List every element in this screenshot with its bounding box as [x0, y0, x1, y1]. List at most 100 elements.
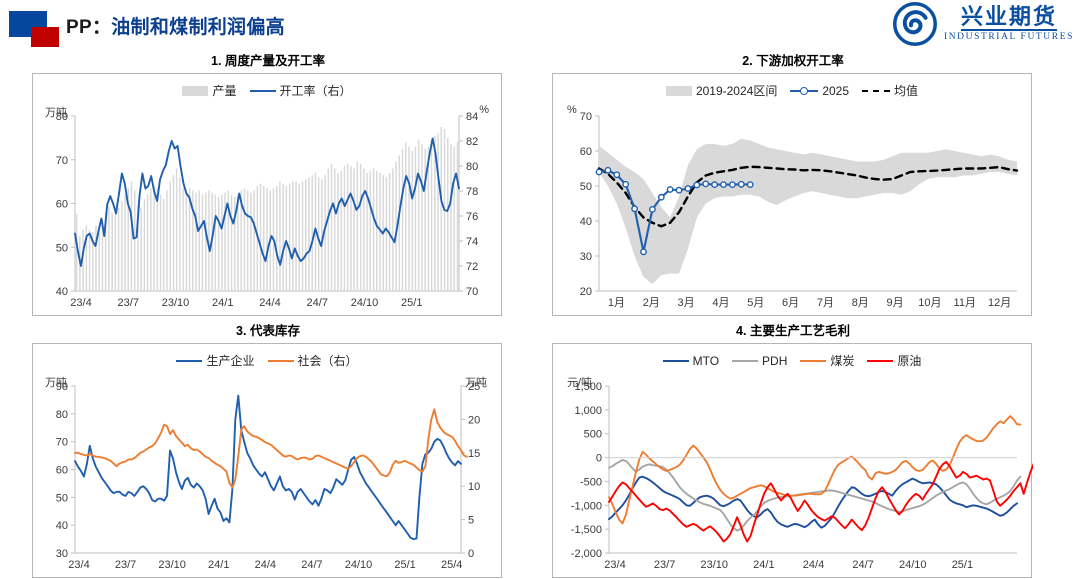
legend-label-producer: 生产企业 [206, 354, 255, 368]
svg-text:74: 74 [466, 236, 478, 248]
chart-title-2: 2. 下游加权开工率 [742, 54, 844, 68]
svg-text:23/4: 23/4 [70, 297, 91, 309]
svg-text:24/7: 24/7 [301, 559, 322, 571]
chart3-left-unit: 万吨 [45, 377, 67, 389]
svg-text:76: 76 [466, 211, 478, 223]
legend-label-crude: 原油 [897, 354, 922, 368]
legend-item-mean: 均值 [862, 82, 918, 99]
svg-text:4月: 4月 [712, 297, 729, 309]
svg-text:24/4: 24/4 [255, 559, 276, 571]
svg-text:30: 30 [580, 251, 592, 263]
svg-text:25: 25 [468, 381, 480, 393]
legend-label-social: 社会（右） [297, 354, 358, 368]
svg-text:20: 20 [468, 414, 480, 426]
svg-text:60: 60 [56, 199, 68, 211]
legend-swatch-mto-icon [662, 359, 689, 362]
legend-label-2025: 2025 [822, 83, 850, 98]
svg-text:11月: 11月 [954, 297, 976, 309]
svg-text:72: 72 [466, 261, 478, 273]
svg-text:25/4: 25/4 [441, 559, 462, 571]
svg-text:24/1: 24/1 [753, 559, 774, 571]
svg-text:40: 40 [56, 286, 68, 298]
chart-box-4: MTO PDH 煤炭 原油 元/吨 1,500 1,000 500 0 -500 -1,0… [552, 343, 1033, 578]
legend-swatch-range-icon [665, 85, 692, 96]
legend-label-mean: 均值 [894, 84, 919, 98]
chart-panel-3: 3. 代表库存 生产企业 社会（右） 万吨 万吨 90 80 70 60 50 40 30 2… [32, 320, 504, 578]
svg-text:0: 0 [468, 548, 474, 560]
svg-text:24/10: 24/10 [351, 297, 379, 309]
legend-label-mto: MTO [692, 353, 720, 368]
legend-item-coal: 煤炭 [800, 352, 854, 369]
svg-text:82: 82 [466, 136, 478, 148]
legend-item-2025: 2025 [790, 84, 849, 98]
svg-text:-1,000: -1,000 [571, 500, 602, 512]
svg-text:9月: 9月 [887, 297, 904, 309]
brand-name-cn: 兴业期货 [960, 3, 1057, 31]
chart1-right-unit: % [479, 104, 489, 116]
legend-item-mto: MTO [662, 353, 720, 368]
svg-text:25/1: 25/1 [952, 559, 973, 571]
svg-text:80: 80 [56, 111, 68, 123]
chart2-left-unit: % [567, 104, 577, 116]
chart1-left-unit: 万吨 [45, 107, 67, 119]
chart3-right-unit: 万吨 [465, 377, 487, 389]
svg-text:-1,500: -1,500 [571, 524, 602, 536]
svg-text:24/10: 24/10 [899, 559, 927, 571]
chart-box-1: 产量 开工率（右） 万吨 % 80 70 60 50 40 84 82 80 78 76 74 72 7… [32, 73, 502, 316]
legend-item-producer: 生产企业 [176, 352, 255, 369]
chart-panel-2: 2. 下游加权开工率 2019-2024区间 2025 均值 % 70 60 50 4… [552, 50, 1034, 316]
legend-item-crude: 原油 [867, 352, 921, 369]
legend-label-coal: 煤炭 [830, 354, 855, 368]
page-title-prefix: PP： [66, 17, 112, 38]
svg-text:24/1: 24/1 [208, 559, 229, 571]
chart-legend-2: 2019-2024区间 2025 均值 [553, 82, 1031, 99]
svg-text:40: 40 [580, 216, 592, 228]
chart-box-3: 生产企业 社会（右） 万吨 万吨 90 80 70 60 50 40 30 25 20 15 10 5… [32, 343, 502, 578]
svg-text:5月: 5月 [747, 297, 764, 309]
svg-text:1月: 1月 [608, 297, 625, 309]
svg-text:70: 70 [56, 437, 68, 449]
legend-swatch-producer-icon [176, 359, 203, 362]
svg-text:24/7: 24/7 [852, 559, 873, 571]
chart-panel-1: 1. 周度产量及开工率 产量 开工率（右） 万吨 % 80 70 60 50 40 84 8… [32, 50, 504, 316]
svg-text:84: 84 [466, 111, 478, 123]
legend-label-range: 2019-2024区间 [695, 84, 778, 98]
chart-legend-1: 产量 开工率（右） [33, 82, 501, 99]
chart4-left-unit: 元/吨 [567, 377, 593, 389]
svg-text:23/10: 23/10 [162, 297, 190, 309]
svg-text:10: 10 [468, 481, 480, 493]
svg-text:23/7: 23/7 [118, 297, 139, 309]
legend-swatch-coal-icon [800, 359, 827, 362]
svg-text:6月: 6月 [782, 297, 799, 309]
legend-item-social: 社会（右） [267, 352, 358, 369]
chart-title-4: 4. 主要生产工艺毛利 [736, 324, 850, 338]
svg-text:70: 70 [56, 155, 68, 167]
svg-text:1,000: 1,000 [574, 405, 602, 417]
page-header: PP：油制和煤制利润偏高 兴业期货 INDUSTRIAL FUTURES [0, 0, 1080, 48]
svg-text:60: 60 [580, 146, 592, 158]
legend-label-output: 产量 [212, 84, 237, 98]
svg-text:-2,000: -2,000 [571, 548, 602, 560]
svg-text:80: 80 [56, 409, 68, 421]
svg-text:50: 50 [56, 242, 68, 254]
legend-swatch-social-icon [267, 359, 294, 362]
svg-text:15: 15 [468, 448, 480, 460]
chart-legend-3: 生产企业 社会（右） [33, 352, 501, 369]
svg-text:23/10: 23/10 [158, 559, 186, 571]
svg-text:2月: 2月 [643, 297, 660, 309]
svg-text:8月: 8月 [852, 297, 869, 309]
chart1-plot: 80 70 60 50 40 84 82 80 78 76 74 72 70 23/4 23/7 23/10 2… [56, 111, 479, 309]
brand-text: 兴业期货 INDUSTRIAL FUTURES [944, 3, 1074, 43]
page-title-main: 油制和煤制利润偏高 [111, 17, 285, 38]
chart2-plot: 70 60 50 40 30 20 1月 2月 3月 4月 5月 6月 7月 8月 9月 10月 11月 12月 [580, 111, 1019, 309]
chart-title-3: 3. 代表库存 [236, 324, 300, 338]
svg-text:3月: 3月 [678, 297, 695, 309]
svg-text:24/4: 24/4 [803, 559, 824, 571]
svg-text:25/1: 25/1 [401, 297, 422, 309]
svg-text:12月: 12月 [988, 297, 1011, 309]
svg-text:24/10: 24/10 [345, 559, 373, 571]
svg-text:23/4: 23/4 [604, 559, 625, 571]
svg-text:0: 0 [596, 453, 602, 465]
legend-swatch-pdh-icon [732, 359, 759, 362]
svg-text:70: 70 [580, 111, 592, 123]
